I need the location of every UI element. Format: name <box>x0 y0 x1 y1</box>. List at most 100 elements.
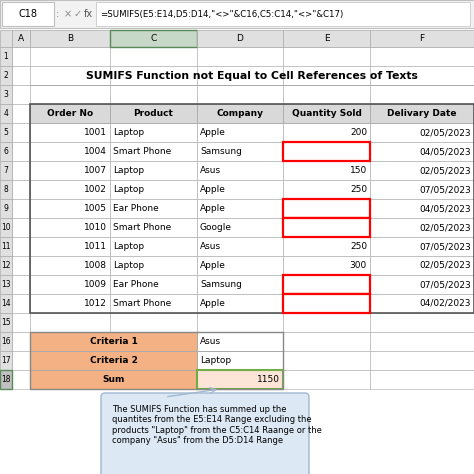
Text: Laptop: Laptop <box>113 242 144 251</box>
Bar <box>30 256 110 275</box>
Text: 1007: 1007 <box>84 166 107 175</box>
Text: Criteria 1: Criteria 1 <box>90 337 137 346</box>
Text: 14: 14 <box>1 299 11 308</box>
Text: 250: 250 <box>350 242 367 251</box>
Bar <box>30 142 110 161</box>
Text: 1012: 1012 <box>84 299 107 308</box>
Bar <box>283 294 370 313</box>
Bar <box>283 313 370 332</box>
Text: 1002: 1002 <box>84 185 107 194</box>
Bar <box>283 123 370 142</box>
Bar <box>283 332 370 351</box>
Bar <box>197 351 283 370</box>
Bar <box>30 294 110 313</box>
Bar <box>0 275 12 294</box>
Text: 1004: 1004 <box>84 147 107 156</box>
FancyBboxPatch shape <box>101 393 309 474</box>
Bar <box>370 123 474 142</box>
Bar <box>197 218 283 237</box>
Text: Apple: Apple <box>200 128 226 137</box>
Bar <box>370 237 474 256</box>
Text: Ear Phone: Ear Phone <box>113 204 159 213</box>
Bar <box>197 294 283 313</box>
Bar <box>370 104 474 123</box>
Bar <box>12 237 30 256</box>
Text: Product: Product <box>134 109 173 118</box>
Text: fx: fx <box>83 9 92 19</box>
Text: Smart Phone: Smart Phone <box>113 223 171 232</box>
Text: ✓: ✓ <box>74 9 82 19</box>
Bar <box>110 66 197 85</box>
Bar <box>197 237 283 256</box>
Bar <box>110 180 197 199</box>
Text: 1001: 1001 <box>84 128 107 137</box>
Bar <box>0 66 12 85</box>
Bar <box>110 104 197 123</box>
Text: 1150: 1150 <box>257 375 280 384</box>
Bar <box>12 256 30 275</box>
Text: Sum: Sum <box>102 375 125 384</box>
Bar <box>197 180 283 199</box>
Bar <box>30 66 110 85</box>
Bar <box>30 142 110 161</box>
Text: Asus: Asus <box>200 242 221 251</box>
Bar <box>110 30 197 47</box>
Bar <box>30 180 110 199</box>
Bar <box>110 237 197 256</box>
Bar <box>110 142 197 161</box>
Text: Apple: Apple <box>200 299 226 308</box>
Text: 150: 150 <box>350 166 367 175</box>
Bar <box>30 237 110 256</box>
Text: Criteria 2: Criteria 2 <box>90 356 137 365</box>
Bar <box>30 47 110 66</box>
Bar <box>12 180 30 199</box>
Bar <box>12 351 30 370</box>
Bar <box>370 180 474 199</box>
Bar <box>30 104 474 313</box>
Bar <box>0 256 12 275</box>
Bar <box>370 351 474 370</box>
Bar <box>197 123 283 142</box>
Text: 1008: 1008 <box>84 261 107 270</box>
Text: 200: 200 <box>350 223 367 232</box>
Bar <box>12 294 30 313</box>
Text: Ear Phone: Ear Phone <box>113 280 159 289</box>
Bar <box>370 275 474 294</box>
Bar <box>30 85 110 104</box>
Text: 5: 5 <box>4 128 9 137</box>
Bar <box>30 332 110 351</box>
Text: 15: 15 <box>1 318 11 327</box>
Bar <box>197 199 283 218</box>
Bar <box>283 275 370 294</box>
Bar <box>0 0 474 28</box>
Bar <box>197 218 283 237</box>
Bar <box>30 294 110 313</box>
Bar <box>370 161 474 180</box>
Text: Apple: Apple <box>200 204 226 213</box>
Bar <box>110 199 197 218</box>
Bar <box>283 66 370 85</box>
Bar <box>30 199 110 218</box>
Bar <box>30 199 110 218</box>
Text: 07/05/2023: 07/05/2023 <box>419 242 471 251</box>
Bar <box>370 85 474 104</box>
Bar <box>0 313 12 332</box>
Bar <box>0 351 12 370</box>
Bar <box>110 256 197 275</box>
Bar <box>197 142 283 161</box>
Bar <box>12 142 30 161</box>
Bar <box>30 370 110 389</box>
Bar <box>370 294 474 313</box>
Bar <box>30 275 110 294</box>
Text: 150: 150 <box>350 280 367 289</box>
Bar <box>283 104 370 123</box>
Text: 04/05/2023: 04/05/2023 <box>419 204 471 213</box>
Bar <box>283 275 370 294</box>
Text: Laptop: Laptop <box>113 261 144 270</box>
Text: Order No: Order No <box>47 109 93 118</box>
Bar <box>30 256 110 275</box>
Text: 2: 2 <box>4 71 9 80</box>
Bar <box>283 180 370 199</box>
Bar <box>370 294 474 313</box>
Bar <box>110 123 197 142</box>
